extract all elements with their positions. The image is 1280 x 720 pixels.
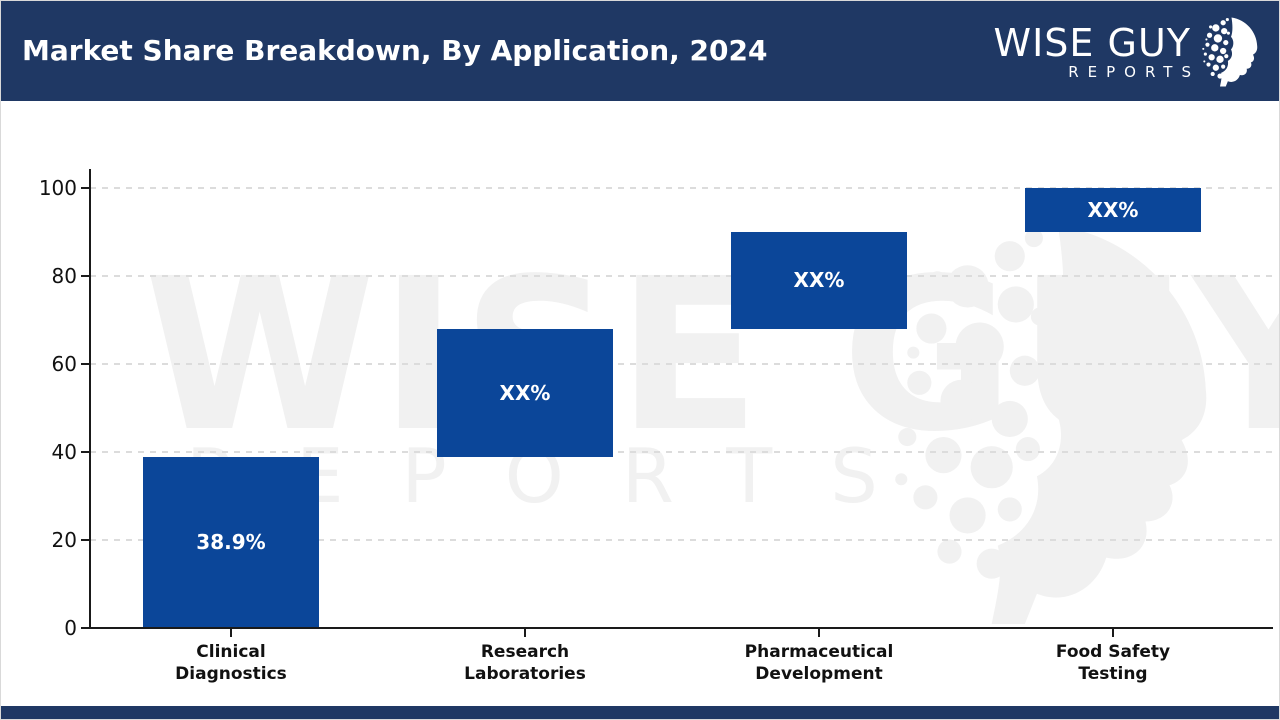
category-label-line: Diagnostics [175,663,287,684]
gridline [90,363,1273,365]
y-tick-label: 0 [64,616,77,640]
category-label: Food Safety Testing [983,642,1243,685]
category-label-line: Pharmaceutical [744,642,894,662]
y-tick-label: 60 [51,352,77,376]
x-tick-mark [524,629,526,637]
brand-logo: WISE GUY REPORTS [994,8,1265,96]
category-label-line: Development [755,663,883,684]
watermark-text-line1: WISE GUY [144,233,1280,478]
category-label-line: Research [480,642,570,662]
bar-value-label: XX% [793,268,845,293]
category-label-line: Food Safety [1055,642,1171,662]
x-tick-mark [230,629,232,637]
category-label: Research Laboratories [395,642,655,685]
y-tick-mark [81,275,90,277]
brand-logo-text: WISE GUY REPORTS [994,24,1191,80]
gridline [90,451,1273,453]
bar-segment: XX% [731,232,907,329]
chart-title: Market Share Breakdown, By Application, … [22,34,768,67]
bar-value-label: XX% [499,380,551,405]
header-bar: Market Share Breakdown, By Application, … [1,1,1279,101]
y-tick-label: 40 [51,440,77,464]
bar-segment: XX% [1025,188,1201,232]
bar-value-label: 38.9% [196,530,266,555]
y-tick-label: 100 [38,176,77,200]
y-tick-label: 80 [51,264,77,288]
y-tick-mark [81,187,90,189]
brand-face-icon [1202,17,1258,87]
gridline [90,275,1273,277]
y-tick-mark [81,363,90,365]
y-tick-mark [81,451,90,453]
brand-subname: REPORTS [1068,63,1200,81]
category-label: Clinical Diagnostics [101,642,361,685]
y-tick-mark [81,539,90,541]
category-label-line: Clinical [196,642,266,662]
footer-bar [1,706,1279,719]
y-tick-label: 20 [51,528,77,552]
y-axis-line [89,169,91,629]
bar-segment: 38.9% [143,456,319,628]
bar-segment: XX% [437,328,613,457]
x-tick-mark [818,629,820,637]
category-label-line: Testing [1078,663,1148,684]
bar-value-label: XX% [1087,198,1139,222]
gridline [90,187,1273,189]
category-label-line: Laboratories [464,663,586,684]
x-axis-line [89,627,1273,629]
gridline [90,539,1273,541]
category-label: Pharmaceutical Development [689,642,949,685]
watermark-face-icon [889,226,1207,624]
brand-name: WISE GUY [993,21,1191,65]
y-tick-mark [81,627,90,629]
x-tick-mark [1112,629,1114,637]
